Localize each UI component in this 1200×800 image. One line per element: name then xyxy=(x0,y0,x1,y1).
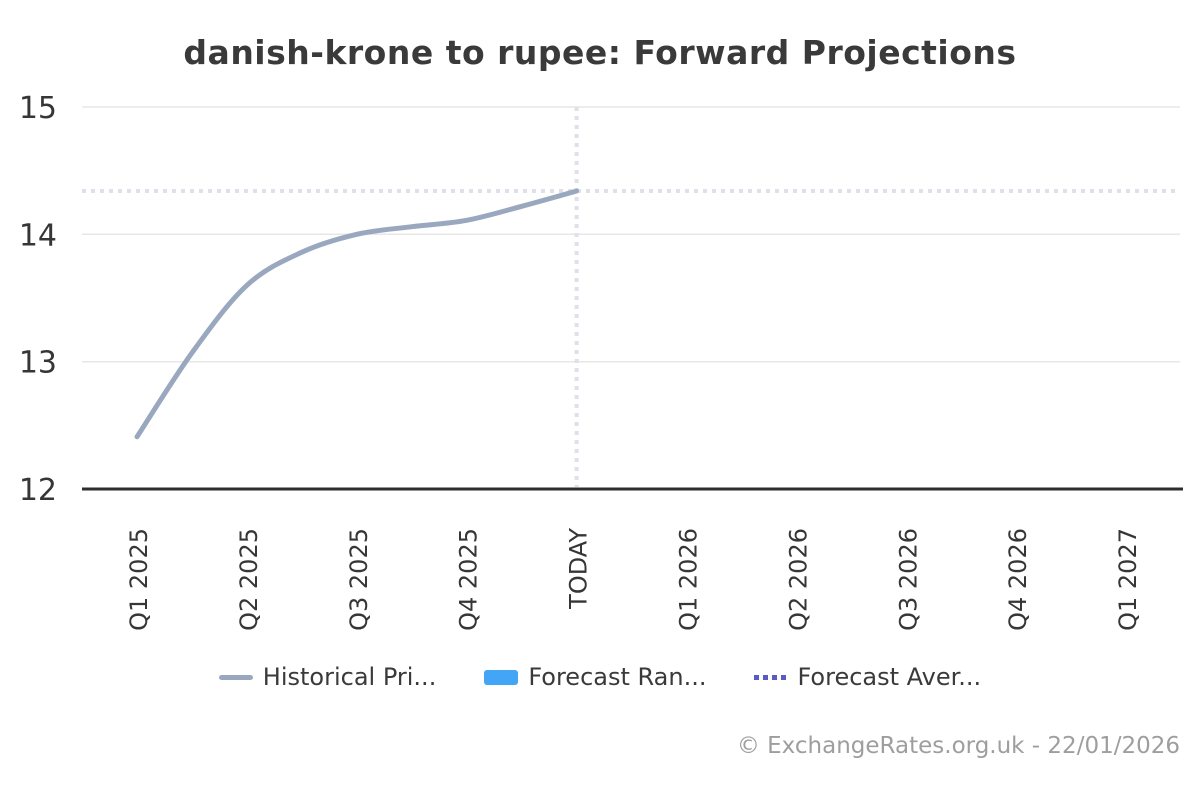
legend-item-forecast-range[interactable]: Forecast Ran... xyxy=(484,663,706,691)
x-axis-label: Q2 2025 xyxy=(235,528,263,631)
y-axis-label: 13 xyxy=(19,346,57,381)
x-axis-label: Q1 2025 xyxy=(125,528,153,631)
x-axis-label: Q1 2026 xyxy=(675,528,703,631)
chart-legend: Historical Pri... Forecast Ran... Foreca… xyxy=(0,655,1200,699)
x-axis-label: Q1 2027 xyxy=(1114,528,1142,631)
historical-line-swatch xyxy=(218,674,253,680)
legend-label-historical-price: Historical Pri... xyxy=(262,663,437,691)
attribution: © ExchangeRates.org.uk - 22/01/2026 xyxy=(736,733,1180,759)
x-axis-label: Q4 2026 xyxy=(1004,528,1032,631)
legend-item-historical-price[interactable]: Historical Pri... xyxy=(218,663,437,691)
legend-label-forecast-range: Forecast Ran... xyxy=(528,663,707,691)
x-axis-label: Q2 2026 xyxy=(784,528,812,631)
x-axis-label: TODAY xyxy=(565,528,593,610)
x-axis-label: Q3 2026 xyxy=(894,528,922,631)
x-axis-label: Q3 2025 xyxy=(345,528,373,631)
legend-item-forecast-average[interactable]: Forecast Aver... xyxy=(754,663,981,691)
legend-label-forecast-average: Forecast Aver... xyxy=(797,663,982,691)
forecast-average-swatch xyxy=(754,674,788,680)
historical-price-line xyxy=(134,188,580,440)
forecast-range-swatch xyxy=(484,669,519,685)
y-axis-label: 14 xyxy=(19,218,57,253)
x-axis-label: Q4 2025 xyxy=(455,528,483,631)
chart-title: danish-krone to rupee: Forward Projectio… xyxy=(183,33,1017,72)
y-axis-label: 12 xyxy=(19,473,57,508)
y-axis-label: 15 xyxy=(19,91,57,126)
